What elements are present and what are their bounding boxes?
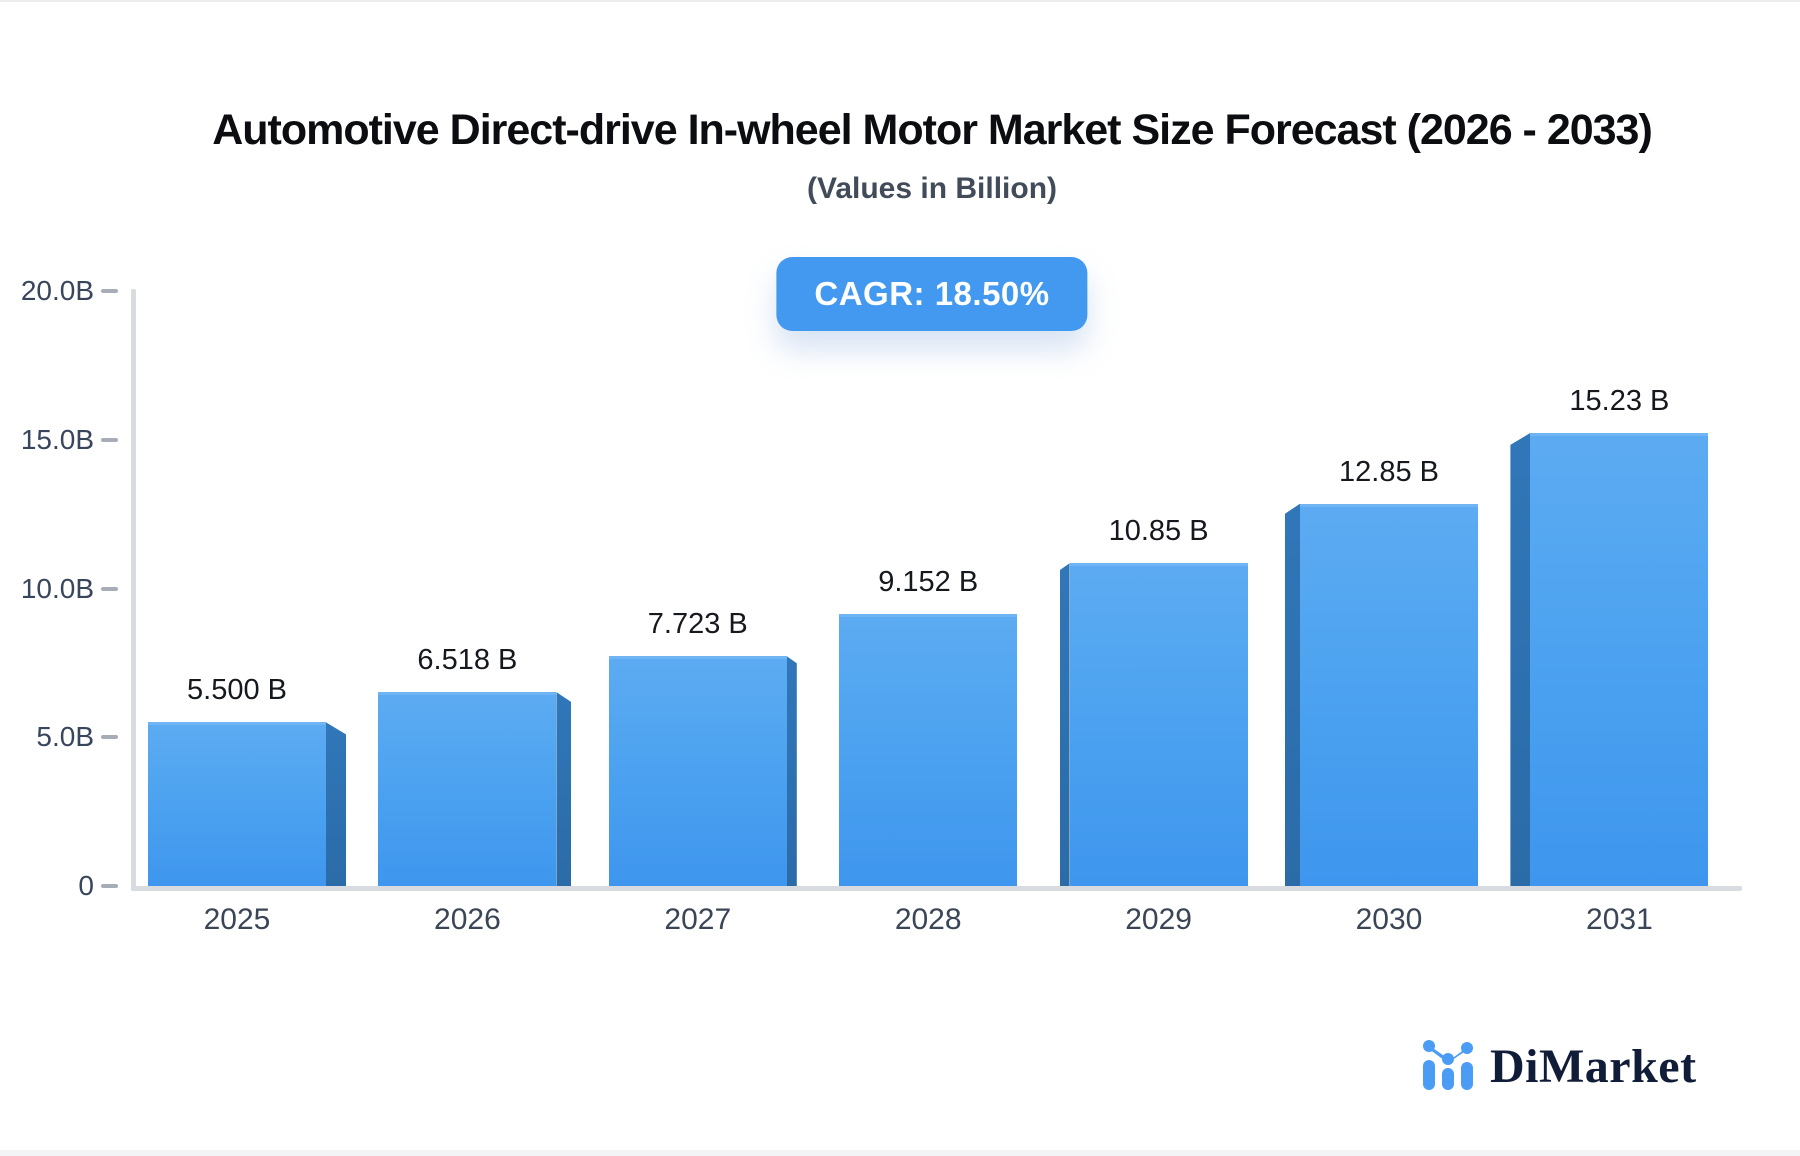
bar-value-label: 5.500 B (187, 674, 287, 707)
bar (378, 692, 557, 886)
bar-side (786, 656, 797, 886)
bar-value-label: 15.23 B (1569, 384, 1670, 417)
x-tick-label: 2030 (1355, 903, 1423, 936)
bar (839, 613, 1018, 886)
x-tick-label: 2028 (894, 903, 962, 936)
y-tick-dash (101, 586, 118, 591)
page-subtitle: (Values in Billion) (806, 172, 1058, 205)
y-tick-dash (101, 437, 118, 442)
brand-name: DiMarket (1490, 1040, 1697, 1093)
bar-side (1510, 432, 1531, 886)
y-tick-dash (101, 289, 118, 293)
x-tick-label: 2025 (203, 903, 271, 936)
y-axis-line (131, 289, 136, 891)
bar-side (326, 722, 346, 886)
bar (148, 722, 326, 886)
top-divider (0, 0, 1800, 2)
page-title: Automotive Direct-drive In-wheel Motor M… (212, 106, 1653, 154)
y-tick-label: 15.0B (20, 423, 94, 455)
bar-value-label: 9.152 B (878, 565, 979, 598)
bar (1530, 432, 1709, 886)
brand-logo: DiMarket (1420, 1038, 1697, 1095)
y-tick-dash (101, 735, 118, 740)
bar-value-label: 6.518 B (417, 644, 518, 677)
bar (1300, 503, 1478, 886)
bar (608, 656, 787, 886)
y-tick-label: 20.0B (20, 275, 94, 306)
x-axis-line (131, 886, 1742, 891)
x-tick-label: 2031 (1586, 903, 1653, 936)
x-tick-label: 2029 (1125, 903, 1192, 936)
x-tick-label: 2026 (434, 903, 501, 936)
bar-value-label: 7.723 B (647, 608, 748, 641)
bottom-divider (0, 1150, 1800, 1156)
bar-value-label: 12.85 B (1339, 455, 1439, 488)
bar-side (1285, 503, 1300, 886)
bar (1069, 563, 1248, 886)
y-tick-label: 5.0B (36, 721, 94, 753)
y-tick-label: 10.0B (20, 572, 94, 604)
bar-side (556, 692, 572, 886)
bar-line-chart-icon (1420, 1038, 1476, 1095)
cagr-badge: CAGR: 18.50% (776, 257, 1088, 331)
bar-value-label: 10.85 B (1108, 515, 1209, 548)
x-tick-label: 2027 (664, 903, 732, 936)
y-tick-label: 0 (78, 870, 94, 901)
bar-side (1059, 563, 1070, 886)
y-tick-dash (101, 884, 118, 888)
